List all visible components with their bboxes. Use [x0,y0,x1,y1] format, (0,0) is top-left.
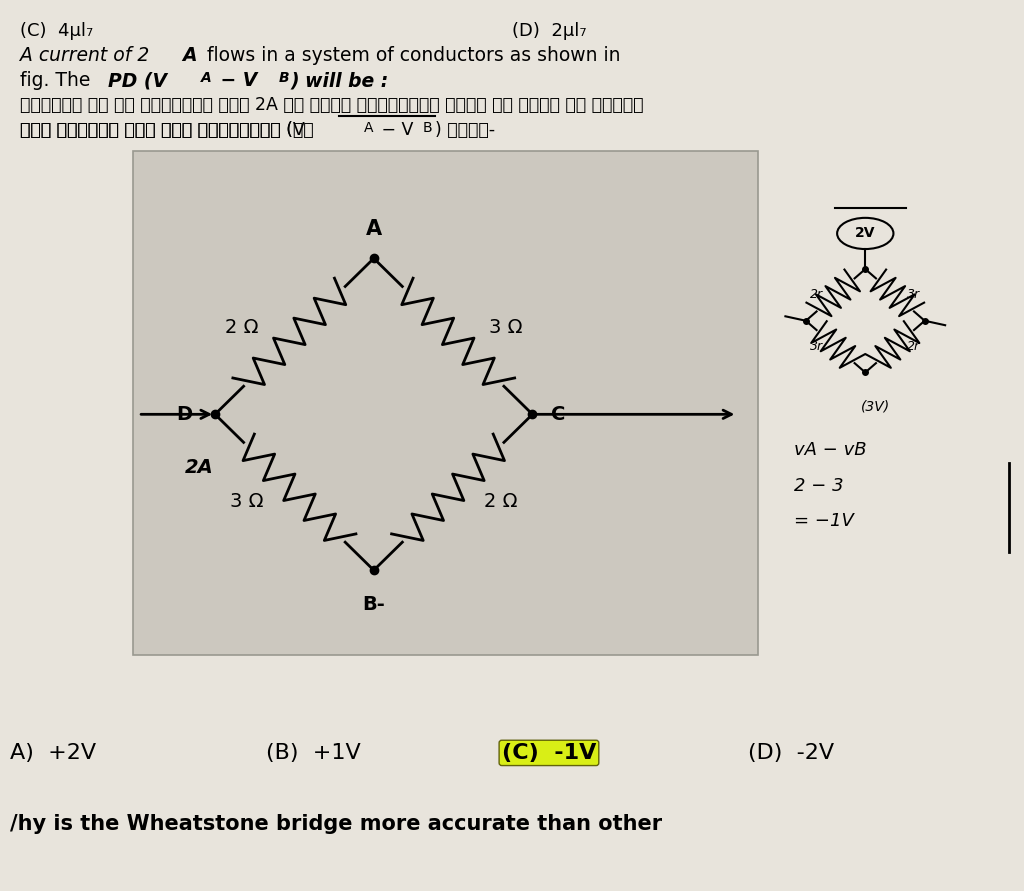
Text: ) will be :: ) will be : [291,71,389,90]
Text: A: A [366,219,382,239]
Text: 2V: 2V [855,226,876,241]
Text: − V: − V [376,121,413,139]
Text: − V: − V [214,71,257,90]
Text: 3r: 3r [810,340,823,353]
Text: flows in a system of conductors as shown in: flows in a system of conductors as shown… [201,46,621,65]
Text: 2r: 2r [810,289,823,301]
Text: 2r: 2r [907,340,921,353]
Text: D: D [176,405,193,424]
Text: C: C [551,405,565,424]
Text: 2A: 2A [185,458,214,478]
Text: 3r: 3r [907,289,921,301]
Text: 3 Ω: 3 Ω [489,318,522,337]
Text: B: B [279,71,289,86]
Text: (3V): (3V) [861,399,890,413]
Text: fig. The: fig. The [20,71,97,90]
Text: = −1V: = −1V [794,512,853,530]
Text: A: A [364,121,373,135]
Text: B: B [423,121,432,135]
Text: (C)  4μl₇: (C) 4μl₇ [20,22,94,40]
Text: vA − vB: vA − vB [794,441,866,459]
Text: B-: B- [362,595,385,614]
Text: A current of 2: A current of 2 [20,46,150,65]
Text: 3 Ω: 3 Ω [230,492,263,511]
Text: A)  +2V: A) +2V [10,743,96,763]
Text: चालकों की एक प्रणाली में 2A की धारा प्रवाहित होती है जैसा कि चित्र: चालकों की एक प्रणाली में 2A की धारा प्रव… [20,96,644,114]
Text: में दिखाया गया है। विभवांतर (वी: में दिखाया गया है। विभवांतर (वी [20,121,314,139]
Text: (C)  -1V: (C) -1V [502,743,596,763]
Text: (B)  +1V: (B) +1V [266,743,361,763]
Text: 2 Ω: 2 Ω [225,318,258,337]
Text: A: A [182,46,197,65]
FancyBboxPatch shape [133,151,758,655]
Text: ) होगा-: ) होगा- [435,121,496,139]
Text: (D)  -2V: (D) -2V [748,743,834,763]
Text: 2 − 3: 2 − 3 [794,477,843,495]
Text: /hy is the Wheatstone bridge more accurate than other: /hy is the Wheatstone bridge more accura… [10,814,663,834]
Text: PD (V: PD (V [108,71,167,90]
Text: (D)  2μl₇: (D) 2μl₇ [512,22,587,40]
Text: में दिखाया गया है। विभवांतर (V: में दिखाया गया है। विभवांतर (V [20,121,305,139]
Text: 2 Ω: 2 Ω [484,492,517,511]
Text: A: A [201,71,211,86]
